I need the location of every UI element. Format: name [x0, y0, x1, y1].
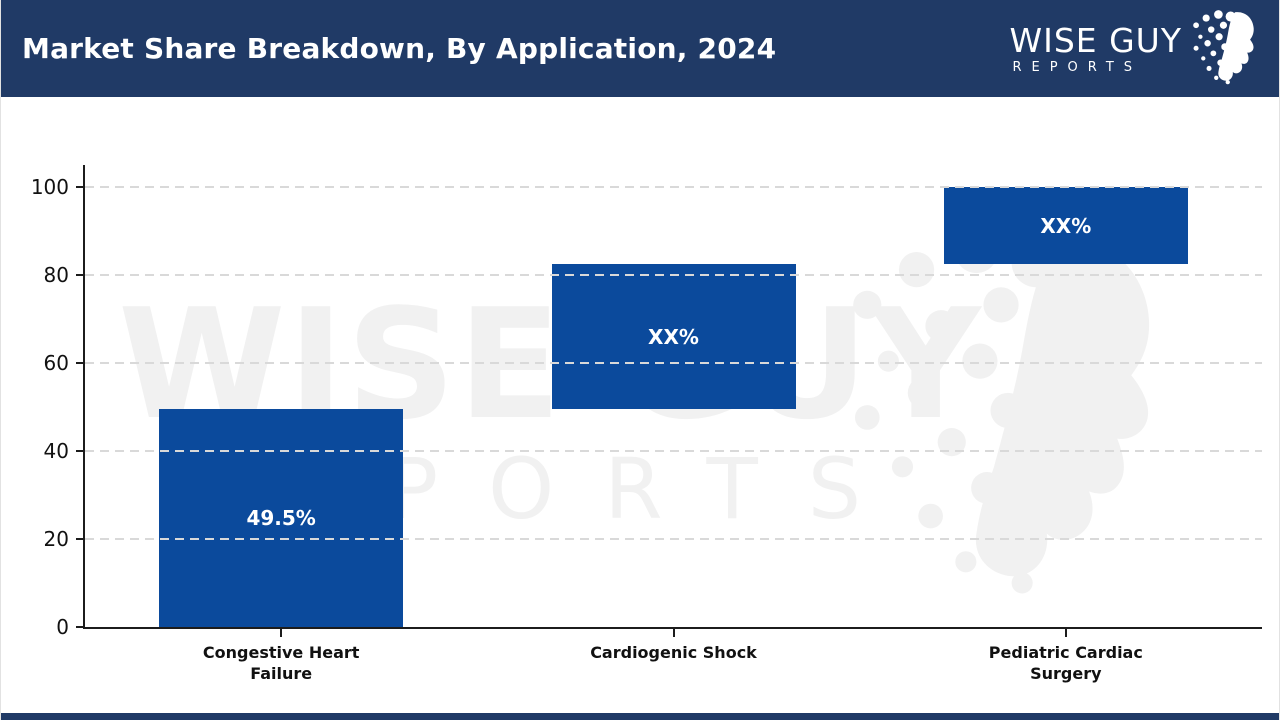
bar-value-label: XX% — [1040, 213, 1092, 238]
wiseguy-logo: WISE GUY REPORTS — [1009, 9, 1258, 89]
y-axis-tick — [76, 450, 85, 452]
y-axis-tick — [76, 626, 85, 628]
x-axis-tick — [672, 629, 675, 637]
x-category-label: Congestive Heart Failure — [202, 643, 360, 683]
y-tick-label: 20 — [43, 527, 69, 551]
bar-value-label: XX% — [648, 324, 699, 349]
x-axis-line — [83, 627, 1262, 629]
gridline — [85, 450, 1262, 452]
gridline — [85, 274, 1262, 276]
chart-canvas: WISE GUY REPORTS 0 20 40 60 80 100 49.5% Conges… — [0, 97, 1280, 713]
x-category-label: Pediatric Cardiac Surgery — [988, 643, 1143, 683]
header-bar: Market Share Breakdown, By Application, … — [0, 0, 1280, 97]
bar-segment — [159, 409, 404, 627]
x-axis-tick — [280, 629, 283, 637]
footer-accent-bar — [0, 713, 1280, 720]
bar-segment — [943, 187, 1188, 264]
x-category-label: Cardiogenic Shock — [590, 643, 757, 662]
y-axis-line — [83, 165, 85, 629]
y-tick-label: 0 — [56, 615, 69, 639]
y-tick-label: 80 — [43, 263, 69, 287]
y-axis-tick — [76, 186, 85, 188]
bar-value-label: 49.5% — [246, 506, 316, 531]
bar-segment — [551, 264, 796, 410]
y-axis-tick — [76, 274, 85, 276]
y-axis-tick — [76, 362, 85, 364]
plot-area: 0 20 40 60 80 100 49.5% Congestive Heart Failur… — [31, 165, 1262, 683]
wiseguy-logo-text: WISE GUY REPORTS — [1009, 24, 1182, 74]
page-title: Market Share Breakdown, By Application, … — [22, 32, 777, 65]
gridline — [85, 186, 1262, 188]
gridline — [85, 538, 1262, 540]
y-tick-label: 100 — [30, 175, 69, 199]
y-tick-label: 60 — [43, 351, 69, 375]
wiseguy-face-logo-icon — [1193, 9, 1254, 84]
logo-brand-name: WISE GUY — [1009, 20, 1182, 60]
gridline — [85, 362, 1262, 364]
y-axis-tick — [76, 538, 85, 540]
y-tick-label: 40 — [43, 439, 69, 463]
logo-brand-sub: REPORTS — [1012, 59, 1143, 75]
x-axis-tick — [1064, 629, 1067, 637]
